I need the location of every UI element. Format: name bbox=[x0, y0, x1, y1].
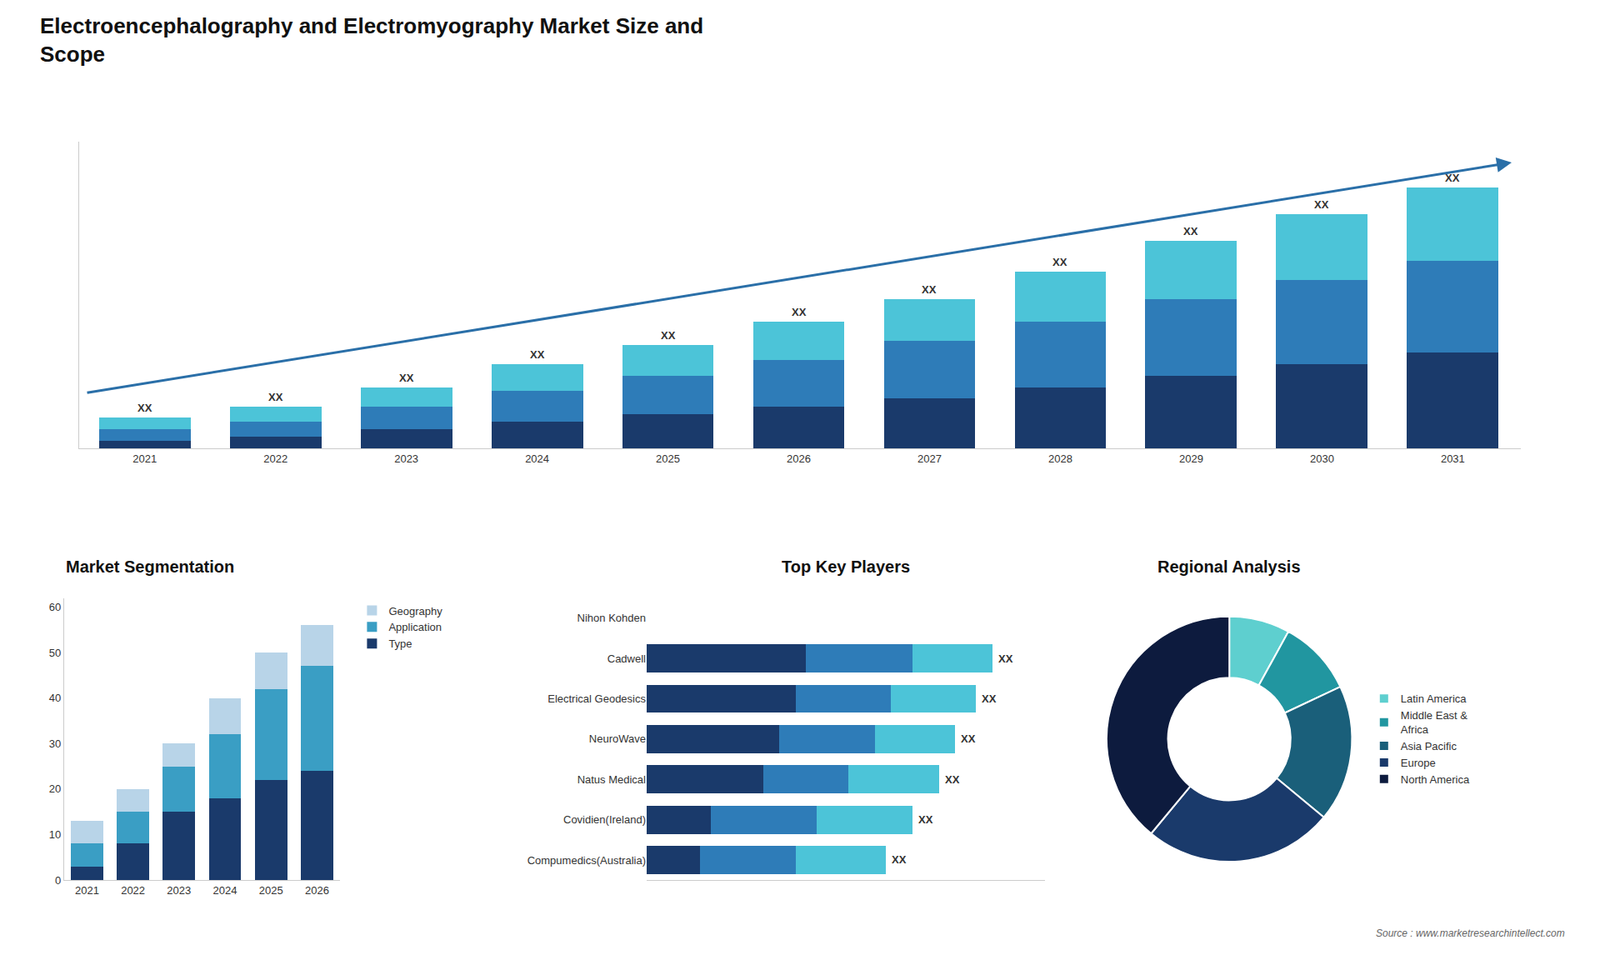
svg-text:2023: 2023 bbox=[166, 884, 191, 897]
svg-text:Type: Type bbox=[388, 637, 412, 650]
svg-text:2022: 2022 bbox=[263, 452, 288, 465]
svg-text:40: 40 bbox=[49, 691, 61, 705]
svg-text:Europe: Europe bbox=[1400, 756, 1436, 770]
svg-text:Electrical Geodesics: Electrical Geodesics bbox=[547, 692, 646, 705]
svg-text:XX: XX bbox=[791, 305, 807, 319]
svg-text:2026: 2026 bbox=[786, 452, 811, 465]
svg-text:Electroencephalography and Ele: Electroencephalography and Electromyogra… bbox=[40, 13, 704, 67]
svg-text:2022: 2022 bbox=[120, 884, 145, 897]
svg-text:XX: XX bbox=[268, 390, 284, 404]
svg-text:Top Key Players: Top Key Players bbox=[781, 557, 910, 576]
svg-text:60: 60 bbox=[49, 600, 61, 614]
svg-text:2028: 2028 bbox=[1048, 452, 1073, 465]
svg-text:Geography: Geography bbox=[388, 605, 443, 618]
svg-text:Nihon Kohden: Nihon Kohden bbox=[577, 611, 646, 625]
svg-text:XX: XX bbox=[1052, 255, 1068, 269]
svg-text:2025: 2025 bbox=[655, 452, 680, 465]
svg-text:XX: XX bbox=[1314, 198, 1330, 211]
svg-text:Natus Medical: Natus Medical bbox=[577, 773, 646, 786]
svg-text:Source : www.marketresearchint: Source : www.marketresearchintellect.com bbox=[1375, 927, 1565, 940]
svg-text:XX: XX bbox=[137, 401, 153, 415]
svg-text:XX: XX bbox=[1183, 225, 1199, 238]
svg-text:2021: 2021 bbox=[75, 884, 100, 897]
svg-text:2025: 2025 bbox=[259, 884, 284, 897]
svg-text:2030: 2030 bbox=[1310, 452, 1335, 465]
svg-text:20: 20 bbox=[49, 782, 61, 795]
svg-text:XX: XX bbox=[945, 773, 960, 786]
svg-text:50: 50 bbox=[49, 646, 61, 660]
svg-text:30: 30 bbox=[49, 737, 61, 750]
svg-text:0: 0 bbox=[55, 874, 61, 887]
svg-text:XX: XX bbox=[918, 813, 934, 826]
svg-text:XX: XX bbox=[660, 329, 676, 342]
svg-text:Asia Pacific: Asia Pacific bbox=[1400, 740, 1458, 753]
svg-text:XX: XX bbox=[530, 348, 545, 361]
svg-text:XX: XX bbox=[960, 732, 976, 745]
svg-text:NeuroWave: NeuroWave bbox=[589, 732, 646, 745]
svg-text:Latin America: Latin America bbox=[1400, 692, 1468, 705]
svg-text:2023: 2023 bbox=[394, 452, 419, 465]
svg-text:XX: XX bbox=[1445, 171, 1460, 185]
svg-text:Compumedics(Australia): Compumedics(Australia) bbox=[527, 854, 646, 867]
svg-text:XX: XX bbox=[891, 853, 907, 866]
svg-text:XX: XX bbox=[399, 371, 415, 385]
svg-text:10: 10 bbox=[49, 828, 61, 841]
svg-text:2021: 2021 bbox=[132, 452, 157, 465]
svg-text:Market Segmentation: Market Segmentation bbox=[65, 557, 235, 576]
svg-text:North America: North America bbox=[1400, 773, 1470, 786]
svg-text:Regional Analysis: Regional Analysis bbox=[1157, 557, 1301, 576]
svg-text:2026: 2026 bbox=[305, 884, 330, 897]
svg-text:Covidien(Ireland): Covidien(Ireland) bbox=[563, 813, 646, 826]
svg-text:Application: Application bbox=[388, 620, 442, 634]
svg-text:2029: 2029 bbox=[1179, 452, 1204, 465]
svg-text:XX: XX bbox=[981, 692, 997, 705]
svg-text:2024: 2024 bbox=[213, 884, 238, 897]
svg-text:XX: XX bbox=[921, 283, 937, 296]
svg-text:Middle East &Africa: Middle East &Africa bbox=[1400, 709, 1469, 736]
svg-text:2031: 2031 bbox=[1440, 452, 1465, 465]
svg-text:2024: 2024 bbox=[525, 452, 550, 465]
svg-text:Cadwell: Cadwell bbox=[607, 652, 646, 665]
svg-text:2027: 2027 bbox=[917, 452, 942, 465]
svg-text:XX: XX bbox=[998, 652, 1014, 665]
